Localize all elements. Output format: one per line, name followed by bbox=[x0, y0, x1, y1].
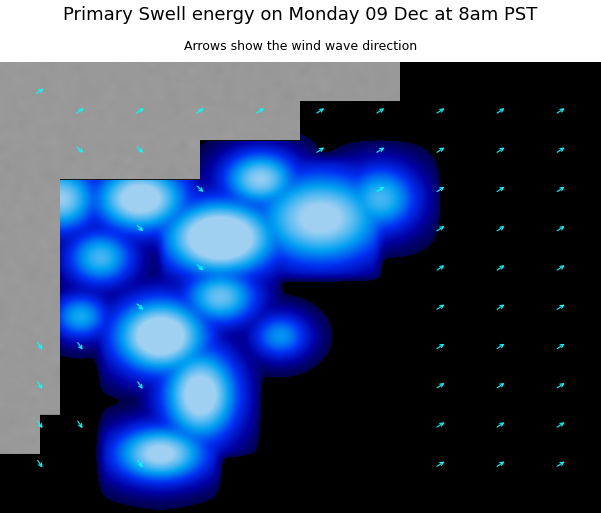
Text: Primary Swell energy on Monday 09 Dec at 8am PST: Primary Swell energy on Monday 09 Dec at… bbox=[63, 6, 538, 25]
Text: Arrows show the wind wave direction: Arrows show the wind wave direction bbox=[184, 40, 417, 53]
